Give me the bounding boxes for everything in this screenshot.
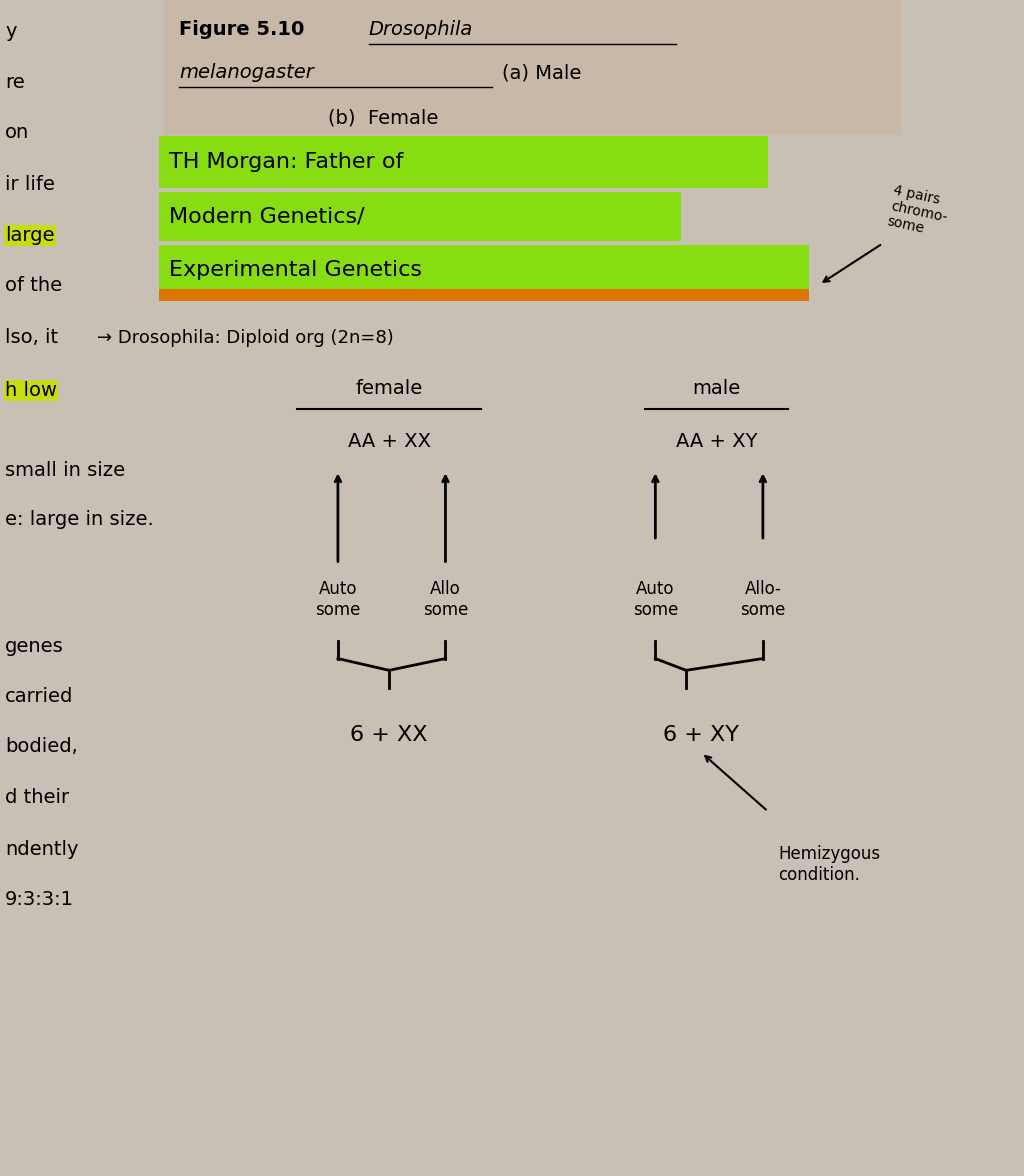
FancyBboxPatch shape bbox=[164, 0, 901, 135]
Text: AA + XX: AA + XX bbox=[347, 432, 431, 450]
Text: 4 pairs
chromo-
some: 4 pairs chromo- some bbox=[886, 183, 951, 240]
Text: Auto
some: Auto some bbox=[315, 581, 360, 619]
Text: 6 + XX: 6 + XX bbox=[350, 724, 428, 746]
FancyBboxPatch shape bbox=[159, 245, 809, 296]
Text: (b)  Female: (b) Female bbox=[328, 108, 438, 127]
FancyBboxPatch shape bbox=[159, 136, 768, 188]
Text: Auto
some: Auto some bbox=[633, 581, 678, 619]
Text: genes: genes bbox=[5, 637, 63, 656]
Text: TH Morgan: Father of: TH Morgan: Father of bbox=[169, 152, 403, 173]
Text: female: female bbox=[355, 379, 423, 397]
Text: Experimental Genetics: Experimental Genetics bbox=[169, 260, 422, 281]
Text: re: re bbox=[5, 73, 25, 92]
FancyBboxPatch shape bbox=[159, 289, 809, 301]
Text: h low: h low bbox=[5, 381, 57, 400]
Text: e: large in size.: e: large in size. bbox=[5, 510, 154, 529]
Text: 9:3:3:1: 9:3:3:1 bbox=[5, 890, 74, 909]
Text: male: male bbox=[692, 379, 741, 397]
Text: bodied,: bodied, bbox=[5, 737, 78, 756]
Text: 6 + XY: 6 + XY bbox=[664, 724, 739, 746]
Text: → Drosophila: Diploid org (2n=8): → Drosophila: Diploid org (2n=8) bbox=[97, 328, 394, 347]
Text: lso, it: lso, it bbox=[5, 328, 58, 347]
Text: on: on bbox=[5, 123, 30, 142]
Text: small in size: small in size bbox=[5, 461, 125, 480]
Text: of the: of the bbox=[5, 276, 62, 295]
FancyBboxPatch shape bbox=[159, 192, 681, 241]
Text: Allo-
some: Allo- some bbox=[740, 581, 785, 619]
Text: AA + XY: AA + XY bbox=[676, 432, 758, 450]
Text: Figure 5.10: Figure 5.10 bbox=[179, 20, 311, 39]
Text: Modern Genetics/: Modern Genetics/ bbox=[169, 206, 365, 227]
Text: (a) Male: (a) Male bbox=[502, 64, 582, 82]
Text: melanogaster: melanogaster bbox=[179, 64, 314, 82]
Text: Allo
some: Allo some bbox=[423, 581, 468, 619]
Text: y: y bbox=[5, 22, 16, 41]
Text: carried: carried bbox=[5, 687, 74, 706]
Text: Drosophila: Drosophila bbox=[369, 20, 473, 39]
Text: d their: d their bbox=[5, 788, 70, 807]
Text: ndently: ndently bbox=[5, 840, 79, 858]
Text: ir life: ir life bbox=[5, 175, 55, 194]
Text: Hemizygous
condition.: Hemizygous condition. bbox=[778, 846, 881, 883]
Text: large: large bbox=[5, 226, 54, 245]
